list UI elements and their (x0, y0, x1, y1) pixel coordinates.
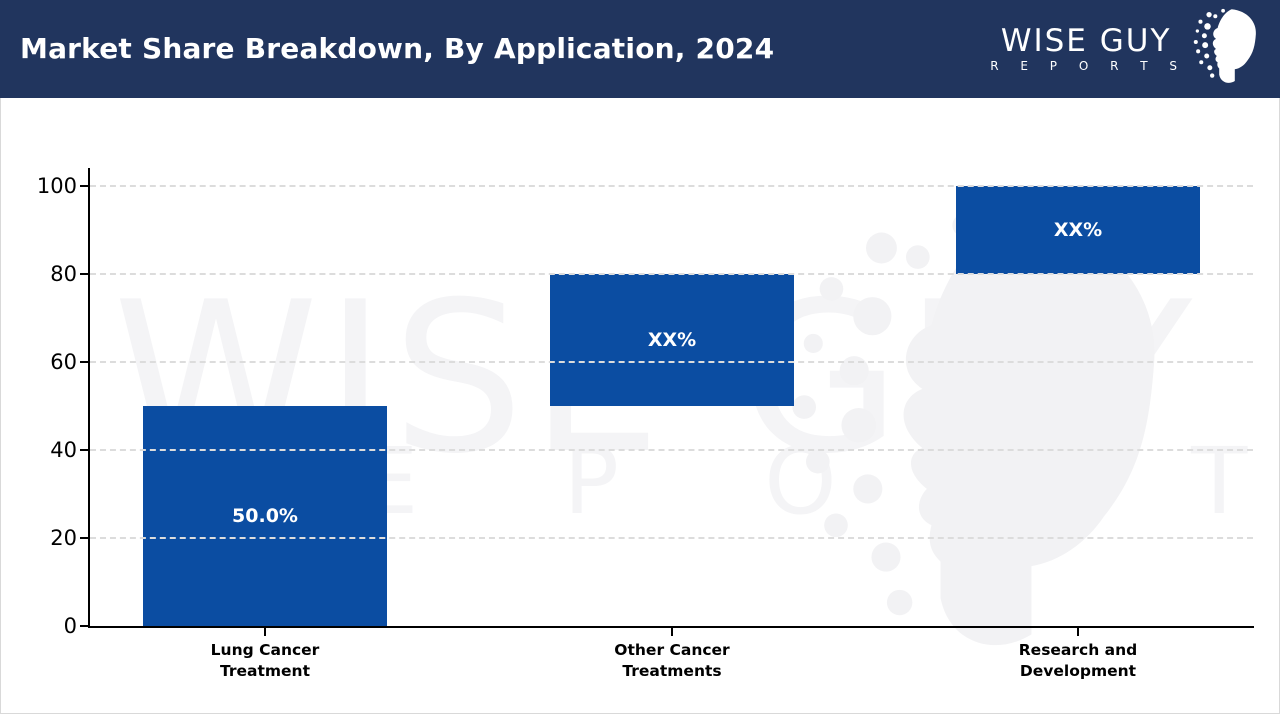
y-tick-label: 40 (50, 438, 77, 462)
y-tick-mark (80, 449, 88, 451)
bar-value-label: XX% (647, 329, 697, 351)
y-tick-label: 0 (63, 614, 77, 638)
y-tick-label: 100 (36, 174, 77, 198)
y-tick-label: 20 (50, 526, 77, 550)
y-tick-mark (80, 361, 88, 363)
y-gridline (90, 361, 1253, 363)
category-label-line: Treatments (622, 662, 722, 680)
y-gridline (90, 273, 1253, 275)
logo-text: WISE GUY R E P O R T S (986, 25, 1186, 73)
plot-canvas: 50.0% XX% XX% 0 20 40 60 80 100 Lung Cancer Treatm… (1, 98, 1279, 713)
category-label: Lung Cancer Treatment (211, 640, 320, 682)
logo-subtitle: R E P O R T S (990, 58, 1186, 73)
y-axis-line (88, 168, 90, 628)
bar-segment (956, 186, 1200, 274)
y-tick-mark (80, 537, 88, 539)
header-banner: Market Share Breakdown, By Application, … (0, 0, 1280, 98)
bar-value-label: XX% (1053, 219, 1103, 241)
y-tick-label: 80 (50, 262, 77, 286)
y-tick-mark (80, 625, 88, 627)
x-tick-mark (671, 628, 673, 636)
category-label-line: Other Cancer (614, 641, 730, 659)
x-axis-line (88, 626, 1254, 628)
y-gridline (90, 185, 1253, 187)
category-label-line: Lung Cancer (210, 641, 320, 659)
bar-segment (550, 274, 794, 406)
bar-segment (143, 406, 387, 626)
x-tick-mark (264, 628, 266, 636)
page-title: Market Share Breakdown, By Application, … (20, 31, 775, 65)
logo-wordmark: WISE GUY (1000, 23, 1172, 60)
y-gridline (90, 537, 1253, 539)
y-tick-label: 60 (50, 350, 77, 374)
wise-guy-reports-logo: WISE GUY R E P O R T S (986, 0, 1266, 98)
category-label-line: Research and (1018, 641, 1138, 659)
category-label: Other Cancer Treatments (614, 640, 729, 682)
bar-value-label: 50.0% (232, 505, 298, 527)
face-profile-dots-icon (1193, 8, 1256, 83)
category-label-line: Treatment (219, 662, 310, 680)
chart-area: WISE GUY R E P O R T S 50.0%XX%XX%020406… (0, 98, 1280, 714)
category-label-line: Development (1019, 662, 1137, 680)
x-tick-mark (1077, 628, 1079, 636)
y-tick-mark (80, 273, 88, 275)
y-gridline (90, 449, 1253, 451)
category-label: Research and Development (1019, 640, 1138, 682)
y-tick-mark (80, 185, 88, 187)
